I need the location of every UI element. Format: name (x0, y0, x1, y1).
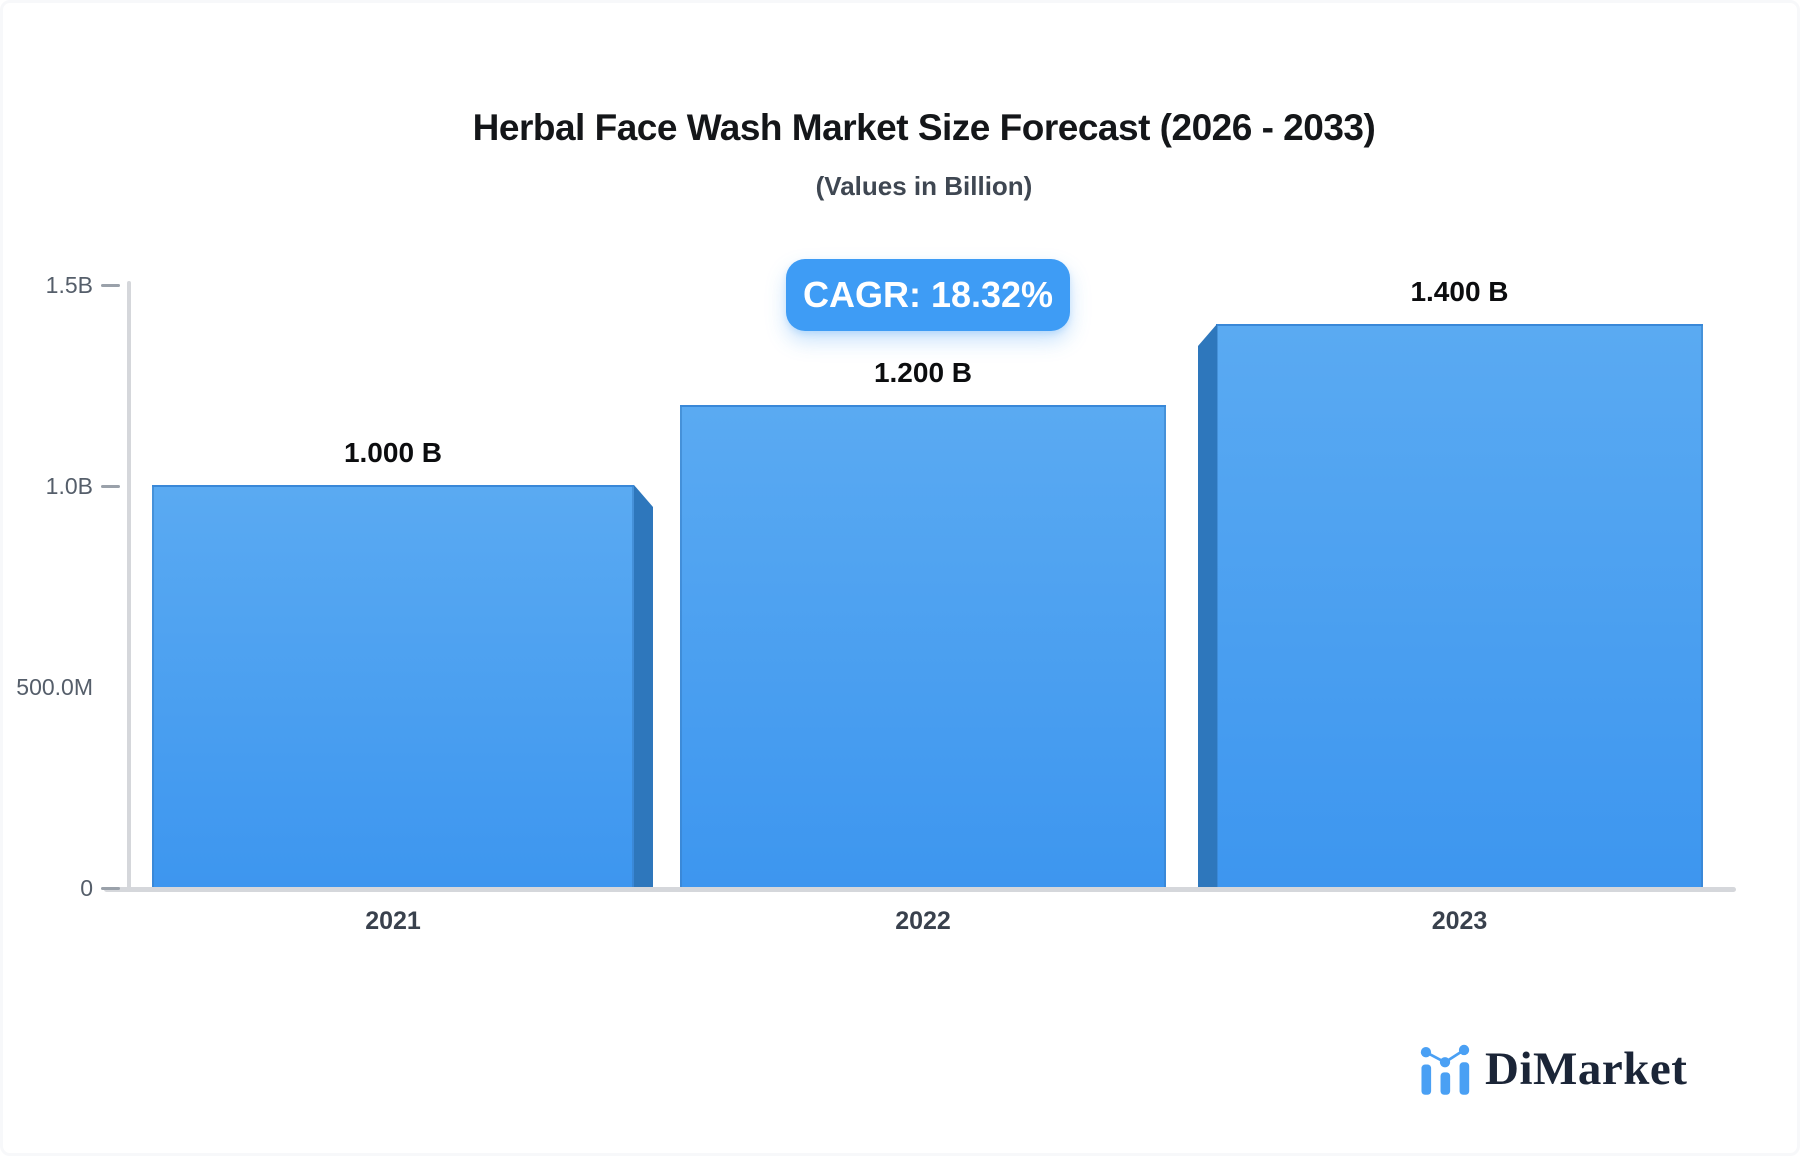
bar-value-label-2021: 1.000 B (343, 437, 443, 468)
y-tick-label: 500.0M (16, 674, 93, 700)
chart-subtitle: (Values in Billion) (815, 171, 1033, 201)
bar-2021-3d-edge (634, 485, 653, 887)
cagr-badge: CAGR: 18.32% (786, 259, 1070, 331)
logo-text: DiMarket (1485, 1043, 1688, 1095)
dimarket-logo: DiMarket (1419, 1041, 1687, 1097)
x-tick-label-2023: 2023 (1431, 907, 1488, 935)
y-tick-mark (101, 887, 120, 890)
bar-2023 (1216, 324, 1703, 887)
x-tick-label-2022: 2022 (895, 907, 951, 935)
y-axis-line (127, 281, 131, 892)
y-tick-mark (101, 485, 120, 488)
y-tick-mark (101, 284, 120, 287)
bar-value-label-2023: 1.400 B (1410, 276, 1509, 307)
y-tick-label: 0 (80, 875, 93, 901)
bar-2023-3d-edge (1198, 324, 1217, 887)
bar-2022 (680, 405, 1166, 887)
bar-2021 (152, 485, 634, 887)
y-tick-label: 1.5B (45, 272, 93, 298)
x-tick-label-2021: 2021 (365, 907, 421, 935)
y-tick-label: 1.0B (45, 473, 93, 499)
x-axis-baseline (104, 887, 1736, 892)
plot-area: 1.5B 1.0B 500.0M 0 1.000 B 2021 1.200 B … (3, 3, 1797, 1153)
bar-value-label-2022: 1.200 B (873, 357, 973, 388)
bar-chart-logo-icon (1419, 1041, 1471, 1097)
chart-title: Herbal Face Wash Market Size Forecast (2… (472, 107, 1376, 148)
